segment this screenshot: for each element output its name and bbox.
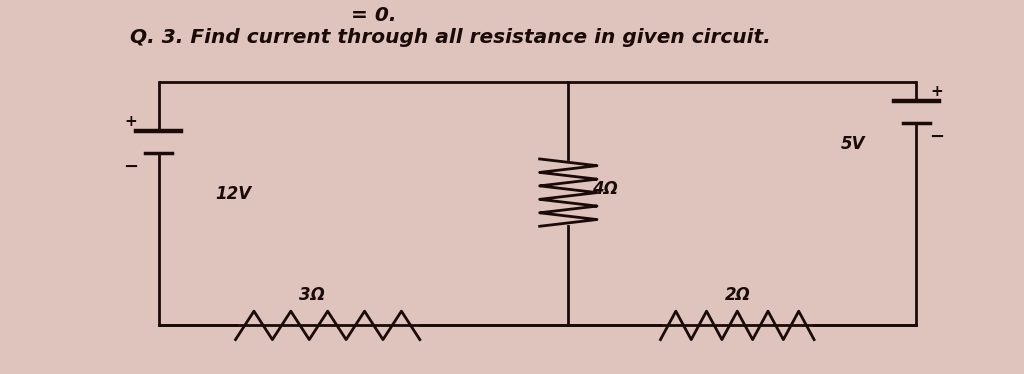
Text: 4Ω: 4Ω [592, 180, 617, 198]
Text: 2Ω: 2Ω [724, 286, 751, 304]
Text: Q. 3. Find current through all resistance in given circuit.: Q. 3. Find current through all resistanc… [130, 28, 771, 47]
Text: = 0.: = 0. [351, 6, 396, 25]
Text: −: − [124, 157, 138, 175]
Text: +: + [931, 84, 943, 99]
Text: −: − [930, 128, 944, 145]
Text: 12V: 12V [215, 186, 251, 203]
Text: 3Ω: 3Ω [299, 286, 326, 304]
Text: +: + [125, 114, 137, 129]
Text: 5V: 5V [841, 135, 865, 153]
